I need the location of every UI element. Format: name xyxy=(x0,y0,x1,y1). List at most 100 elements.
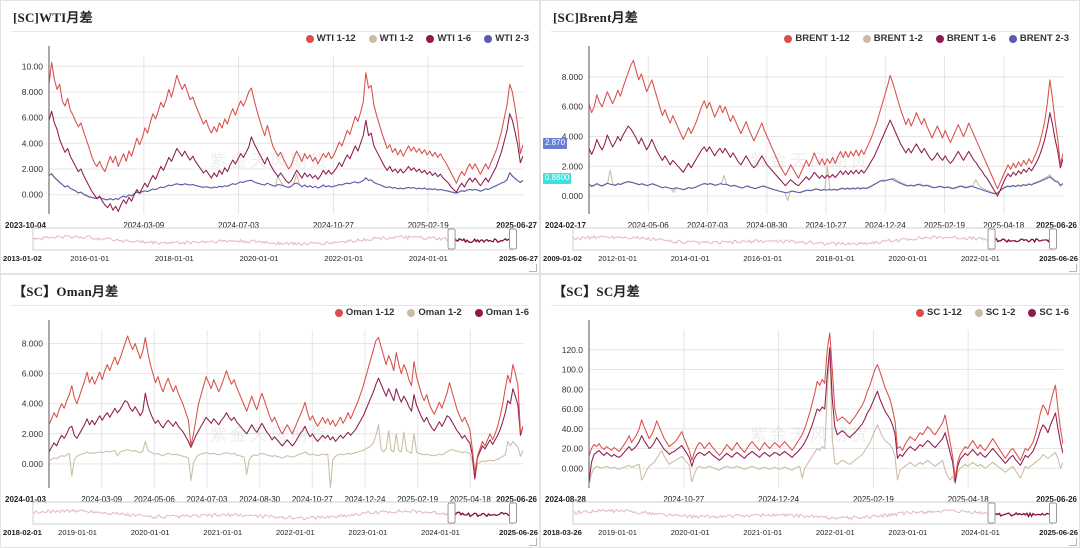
chart-area-sc[interactable]: SC 1-12 SC 1-2 SC 1-6 紫金天风期货 0.000 20.00 40.00… xyxy=(541,306,1080,548)
x-axis-tick-label: 2024-12-24 xyxy=(865,221,906,230)
x-axis-tick-label: 2025-06-27 xyxy=(496,221,537,230)
y-axis-tick-label: 120.0 xyxy=(562,345,584,355)
legend-item-s1_12[interactable]: BRENT 1-12 xyxy=(784,33,850,44)
datazoom-handle-right[interactable] xyxy=(1049,502,1057,524)
legend-item-s1_12[interactable]: SC 1-12 xyxy=(915,308,962,318)
datazoom-tick-label: 2020-01-01 xyxy=(671,528,710,537)
legend-label: SC 1-6 xyxy=(1039,307,1069,318)
chart-legend[interactable]: BRENT 1-12 BRENT 1-2 BRENT 1-6 BRENT 2-3 xyxy=(784,34,1069,44)
y-axis-tick-label: 100.0 xyxy=(562,365,584,375)
y-axis-tick-label: 40.00 xyxy=(562,424,584,434)
legend-marker-icon xyxy=(862,34,871,43)
legend-item-s1_6[interactable]: SC 1-6 xyxy=(1028,308,1069,318)
x-axis-tick-label: 2025-06-26 xyxy=(1036,221,1077,230)
x-axis-tick-label: 2024-12-24 xyxy=(758,495,799,504)
datazoom-track[interactable] xyxy=(32,501,514,525)
x-axis-tick-label: 2025-06-26 xyxy=(496,495,537,504)
datazoom-tick-label: 2019-01-01 xyxy=(58,528,97,537)
legend-item-s1_2[interactable]: BRENT 1-2 xyxy=(862,33,923,44)
legend-item-s1_6[interactable]: Oman 1-6 xyxy=(474,308,529,318)
datazoom-tick-label: 2013-01-02 xyxy=(3,254,42,263)
legend-label: Oman 1-2 xyxy=(418,307,462,318)
datazoom-selected-line xyxy=(451,511,514,518)
series-line xyxy=(589,347,1063,487)
legend-marker-icon xyxy=(305,34,314,43)
datazoom-tick-label: 2025-06-26 xyxy=(1039,254,1078,263)
datazoom-tick-label: 2021-01-01 xyxy=(203,528,242,537)
series-line xyxy=(49,424,523,489)
legend-item-s1_6[interactable]: BRENT 1-6 xyxy=(935,33,996,44)
legend-item-s1_12[interactable]: WTI 1-12 xyxy=(305,34,356,44)
y-axis-tick-label: 0.000 xyxy=(562,463,584,473)
x-axis-tick-label: 2024-10-27 xyxy=(292,495,333,504)
legend-marker-icon xyxy=(935,34,944,43)
chart-area-wti[interactable]: WTI 1-12 WTI 1-2 WTI 1-6 WTI 2-3 紫金天风期货 0.000… xyxy=(1,32,540,274)
datazoom-handle-right[interactable] xyxy=(509,228,517,250)
chart-panel-oman[interactable]: 【SC】Oman月差 Oman 1-12 Oman 1-2 Oman 1-6 紫金天风期… xyxy=(0,274,540,548)
legend-label: SC 1-2 xyxy=(985,307,1016,318)
legend-marker-icon xyxy=(784,34,793,43)
chart-panel-sc[interactable]: 【SC】SC月差 SC 1-12 SC 1-2 SC 1-6 紫金天风期货 0.000 20… xyxy=(540,274,1080,548)
legend-marker-icon xyxy=(915,308,924,317)
datazoom-tick-label: 2014-01-01 xyxy=(671,254,710,263)
chart-canvas[interactable]: 0.000 2.000 4.000 6.000 8.000 2024-02-17 2024-… xyxy=(541,32,1080,274)
y-axis-tick-label: 6.000 xyxy=(22,369,44,379)
datazoom-handle-left[interactable] xyxy=(447,502,456,524)
legend-item-s1_2[interactable]: WTI 1-2 xyxy=(368,34,413,44)
datazoom-tick-label: 2023-01-01 xyxy=(888,528,927,537)
datazoom-handle-left[interactable] xyxy=(987,502,996,524)
x-axis-tick-label: 2024-08-28 xyxy=(545,495,586,504)
chart-legend[interactable]: WTI 1-12 WTI 1-2 WTI 1-6 WTI 2-3 xyxy=(305,34,529,44)
datazoom-preview-line xyxy=(572,508,1054,521)
title-divider xyxy=(11,31,529,32)
legend-item-s1_2[interactable]: Oman 1-2 xyxy=(407,307,462,318)
legend-label: BRENT 1-6 xyxy=(946,33,996,44)
x-axis-tick-label: 2024-03-09 xyxy=(123,221,164,230)
chart-area-brent[interactable]: BRENT 1-12 BRENT 1-2 BRENT 1-6 BRENT 2-3 紫金天… xyxy=(541,32,1080,274)
datazoom-tick-label: 2025-06-26 xyxy=(499,528,538,537)
chart-canvas[interactable]: 0.000 2.000 4.000 6.000 8.000 2024-01-03 2024-… xyxy=(1,306,540,548)
chart-canvas[interactable]: 0.000 2.000 4.000 6.000 8.000 10.00 2023-10-04… xyxy=(1,32,540,274)
legend-label: BRENT 1-12 xyxy=(795,33,850,44)
legend-item-s2_3[interactable]: WTI 2-3 xyxy=(484,34,529,44)
legend-item-s1_6[interactable]: WTI 1-6 xyxy=(426,34,471,44)
legend-item-s1_2[interactable]: SC 1-2 xyxy=(974,307,1016,318)
chart-area-oman[interactable]: Oman 1-12 Oman 1-2 Oman 1-6 紫金天风期货 0.000 2.00… xyxy=(1,306,540,548)
datazoom-handle-right[interactable] xyxy=(509,502,517,524)
datazoom-handle-left[interactable] xyxy=(447,228,456,250)
legend-label: BRENT 1-2 xyxy=(873,33,923,44)
chart-legend[interactable]: SC 1-12 SC 1-2 SC 1-6 xyxy=(915,307,1069,318)
resize-corner-handle[interactable] xyxy=(1069,264,1077,272)
datazoom-tick-label: 2018-02-01 xyxy=(3,528,43,537)
chart-panel-wti[interactable]: [SC]WTI月差 WTI 1-12 WTI 1-2 WTI 1-6 WTI 2-3 紫金… xyxy=(0,0,540,274)
chart-canvas[interactable]: 0.000 20.00 40.00 60.00 80.00 100.0 120.0 2024-… xyxy=(541,306,1080,548)
chart-legend[interactable]: Oman 1-12 Oman 1-2 Oman 1-6 xyxy=(334,307,529,318)
legend-marker-icon xyxy=(368,34,377,43)
legend-marker-icon xyxy=(1008,34,1017,43)
x-axis-tick-label: 2025-02-19 xyxy=(924,221,965,230)
panel-title-sc: 【SC】SC月差 xyxy=(553,284,640,299)
legend-item-s2_3[interactable]: BRENT 2-3 xyxy=(1008,34,1069,44)
resize-corner-handle[interactable] xyxy=(529,264,537,272)
datazoom-tick-label: 2019-01-01 xyxy=(598,528,637,537)
datazoom-tick-label: 2018-01-01 xyxy=(816,254,855,263)
x-axis-tick-label: 2024-05-06 xyxy=(134,495,175,504)
datazoom-tick-label: 2016-01-01 xyxy=(743,254,782,263)
legend-item-s1_12[interactable]: Oman 1-12 xyxy=(334,308,394,318)
resize-corner-handle[interactable] xyxy=(529,538,537,546)
datazoom-preview-line xyxy=(572,234,1054,247)
chart-panel-brent[interactable]: [SC]Brent月差 BRENT 1-12 BRENT 1-2 BRENT 1-6 B… xyxy=(540,0,1080,274)
x-axis-tick-label: 2024-12-24 xyxy=(345,495,386,504)
x-axis-tick-label: 2024-07-03 xyxy=(687,221,728,230)
datazoom-handle-left[interactable] xyxy=(987,228,996,250)
resize-corner-handle[interactable] xyxy=(1069,538,1077,546)
y-axis-tick-label: 20.00 xyxy=(562,444,584,454)
panel-title-brent: [SC]Brent月差 xyxy=(553,10,639,25)
x-axis-tick-label: 2024-10-27 xyxy=(663,495,704,504)
datazoom-track[interactable] xyxy=(572,501,1054,525)
panel-title-oman: 【SC】Oman月差 xyxy=(13,284,119,299)
series-line xyxy=(589,112,1063,197)
datazoom-handle-right[interactable] xyxy=(1049,228,1057,250)
x-axis-tick-label: 2025-06-26 xyxy=(1036,495,1077,504)
